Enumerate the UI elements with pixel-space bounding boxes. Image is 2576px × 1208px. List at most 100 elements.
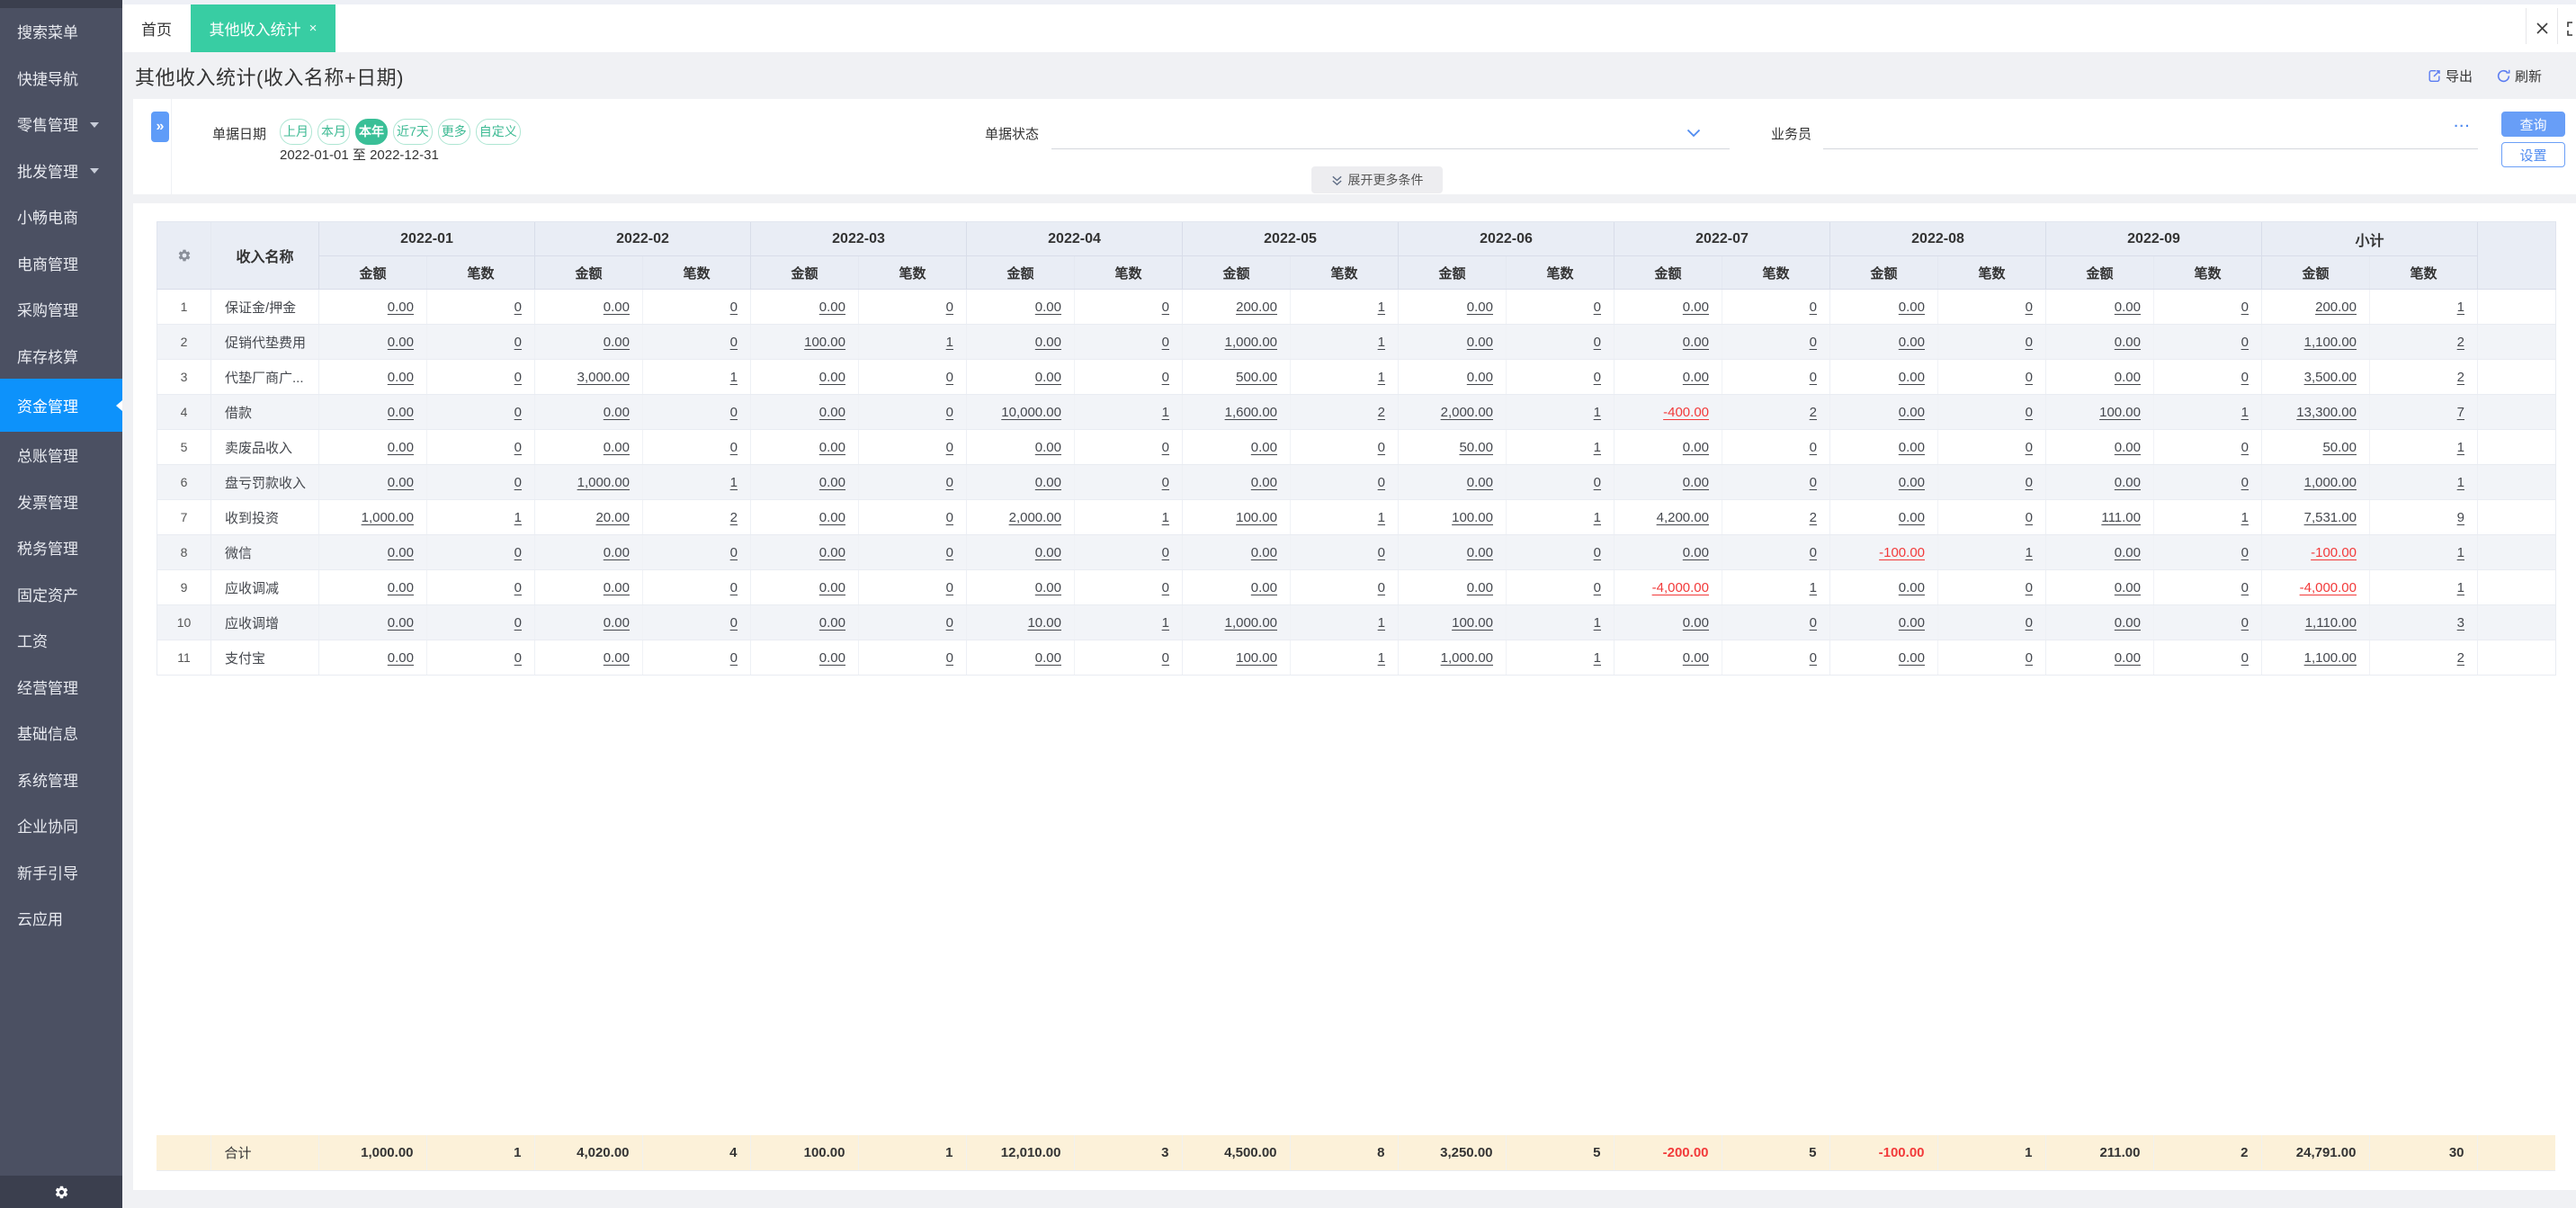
count-link[interactable]: 2 [1809,404,1817,420]
amount-link[interactable]: 100.00 [1236,509,1277,525]
amount-link[interactable]: 0.00 [2114,474,2141,490]
export-button[interactable]: 导出 [2427,52,2473,99]
amount-link[interactable]: 0.00 [1466,579,1493,595]
tab-close-icon[interactable]: × [309,21,318,36]
amount-link[interactable]: 0.00 [1898,509,1925,525]
amount-link[interactable]: 1,100.00 [2303,649,2357,666]
count-link[interactable]: 0 [2025,299,2033,315]
amount-link[interactable]: 0.00 [818,404,845,420]
amount-link[interactable]: 0.00 [387,649,414,666]
sidebar-item-快捷导航[interactable]: 快捷导航 [0,55,122,102]
sidebar-item-固定资产[interactable]: 固定资产 [0,571,122,618]
sidebar-item-基础信息[interactable]: 基础信息 [0,710,122,756]
count-link[interactable]: 0 [1161,334,1169,350]
amount-link[interactable]: 0.00 [603,579,630,595]
date-pill-近7天[interactable]: 近7天 [393,119,433,145]
count-link[interactable]: 0 [729,439,738,455]
amount-link[interactable]: 111.00 [2101,509,2141,525]
count-link[interactable]: 0 [1377,474,1385,490]
amount-link[interactable]: 200.00 [2315,299,2357,315]
amount-link[interactable]: 0.00 [387,404,414,420]
amount-link[interactable]: 1,000.00 [361,509,414,525]
amount-link[interactable]: 0.00 [387,579,414,595]
count-link[interactable]: 1 [2456,474,2464,490]
count-link[interactable]: 0 [945,614,953,631]
amount-link[interactable]: 0.00 [603,614,630,631]
amount-link[interactable]: 0.00 [387,439,414,455]
amount-link[interactable]: 200.00 [1236,299,1277,315]
count-link[interactable]: 0 [2025,474,2033,490]
amount-link[interactable]: 0.00 [1682,439,1709,455]
close-window-icon[interactable] [2527,4,2556,52]
count-link[interactable]: 1 [1377,299,1385,315]
amount-link[interactable]: 10.00 [1027,614,1061,631]
gear-icon[interactable] [54,1185,69,1200]
count-link[interactable]: 1 [1809,579,1817,595]
count-link[interactable]: 0 [2241,369,2249,385]
count-link[interactable]: 0 [514,614,522,631]
count-link[interactable]: 1 [1161,614,1169,631]
count-link[interactable]: 0 [1161,369,1169,385]
amount-link[interactable]: 0.00 [1682,334,1709,350]
amount-link[interactable]: 3,500.00 [2303,369,2357,385]
count-link[interactable]: 1 [1593,439,1601,455]
count-link[interactable]: 0 [1809,474,1817,490]
date-pill-本月[interactable]: 本月 [318,119,350,145]
count-link[interactable]: 0 [1809,334,1817,350]
count-link[interactable]: 1 [1377,614,1385,631]
count-link[interactable]: 0 [2241,544,2249,560]
amount-link[interactable]: 0.00 [2114,299,2141,315]
amount-link[interactable]: -4,000.00 [2299,579,2357,595]
count-link[interactable]: 0 [2025,579,2033,595]
count-link[interactable]: 1 [729,474,738,490]
count-link[interactable]: 0 [1593,579,1601,595]
count-link[interactable]: 0 [2241,334,2249,350]
amount-link[interactable]: 0.00 [1898,299,1925,315]
amount-link[interactable]: 1,000.00 [1224,614,1277,631]
count-link[interactable]: 0 [945,369,953,385]
amount-link[interactable]: 1,000.00 [1440,649,1493,666]
date-pill-本年[interactable]: 本年 [355,119,388,145]
sidebar-item-小畅电商[interactable]: 小畅电商 [0,193,122,240]
count-link[interactable]: 0 [2025,614,2033,631]
amount-link[interactable]: 0.00 [1250,474,1277,490]
amount-link[interactable]: 0.00 [1466,544,1493,560]
count-link[interactable]: 0 [1377,544,1385,560]
sidebar-item-库存核算[interactable]: 库存核算 [0,333,122,380]
count-link[interactable]: 0 [729,649,738,666]
date-pill-上月[interactable]: 上月 [280,119,312,145]
collapse-filter-button[interactable]: » [151,112,169,142]
count-link[interactable]: 0 [729,299,738,315]
amount-link[interactable]: 0.00 [818,614,845,631]
count-link[interactable]: 0 [514,439,522,455]
amount-link[interactable]: 0.00 [603,404,630,420]
sidebar-item-企业协同[interactable]: 企业协同 [0,802,122,849]
count-link[interactable]: 0 [514,544,522,560]
amount-link[interactable]: 0.00 [1466,334,1493,350]
count-link[interactable]: 0 [514,299,522,315]
amount-link[interactable]: 50.00 [2322,439,2357,455]
amount-link[interactable]: 13,300.00 [2296,404,2357,420]
amount-link[interactable]: 0.00 [1898,369,1925,385]
count-link[interactable]: 2 [2456,369,2464,385]
count-link[interactable]: 1 [2456,439,2464,455]
amount-link[interactable]: 50.00 [1459,439,1493,455]
amount-link[interactable]: 0.00 [1034,334,1061,350]
count-link[interactable]: 0 [2025,439,2033,455]
amount-link[interactable]: 0.00 [1682,299,1709,315]
count-link[interactable]: 0 [945,544,953,560]
amount-link[interactable]: 0.00 [1034,474,1061,490]
count-link[interactable]: 0 [1593,369,1601,385]
sidebar-item-资金管理[interactable]: 资金管理 [0,379,122,432]
count-link[interactable]: 0 [2241,649,2249,666]
tab-other-income-stats[interactable]: 其他收入统计 × [191,4,335,52]
amount-link[interactable]: 0.00 [1034,579,1061,595]
count-link[interactable]: 0 [1161,649,1169,666]
count-link[interactable]: 1 [1593,404,1601,420]
sidebar-item-工资[interactable]: 工资 [0,617,122,664]
count-link[interactable]: 0 [2025,404,2033,420]
count-link[interactable]: 0 [514,334,522,350]
amount-link[interactable]: 0.00 [1034,439,1061,455]
sidebar-item-批发管理[interactable]: 批发管理 [0,148,122,194]
amount-link[interactable]: 0.00 [1898,474,1925,490]
